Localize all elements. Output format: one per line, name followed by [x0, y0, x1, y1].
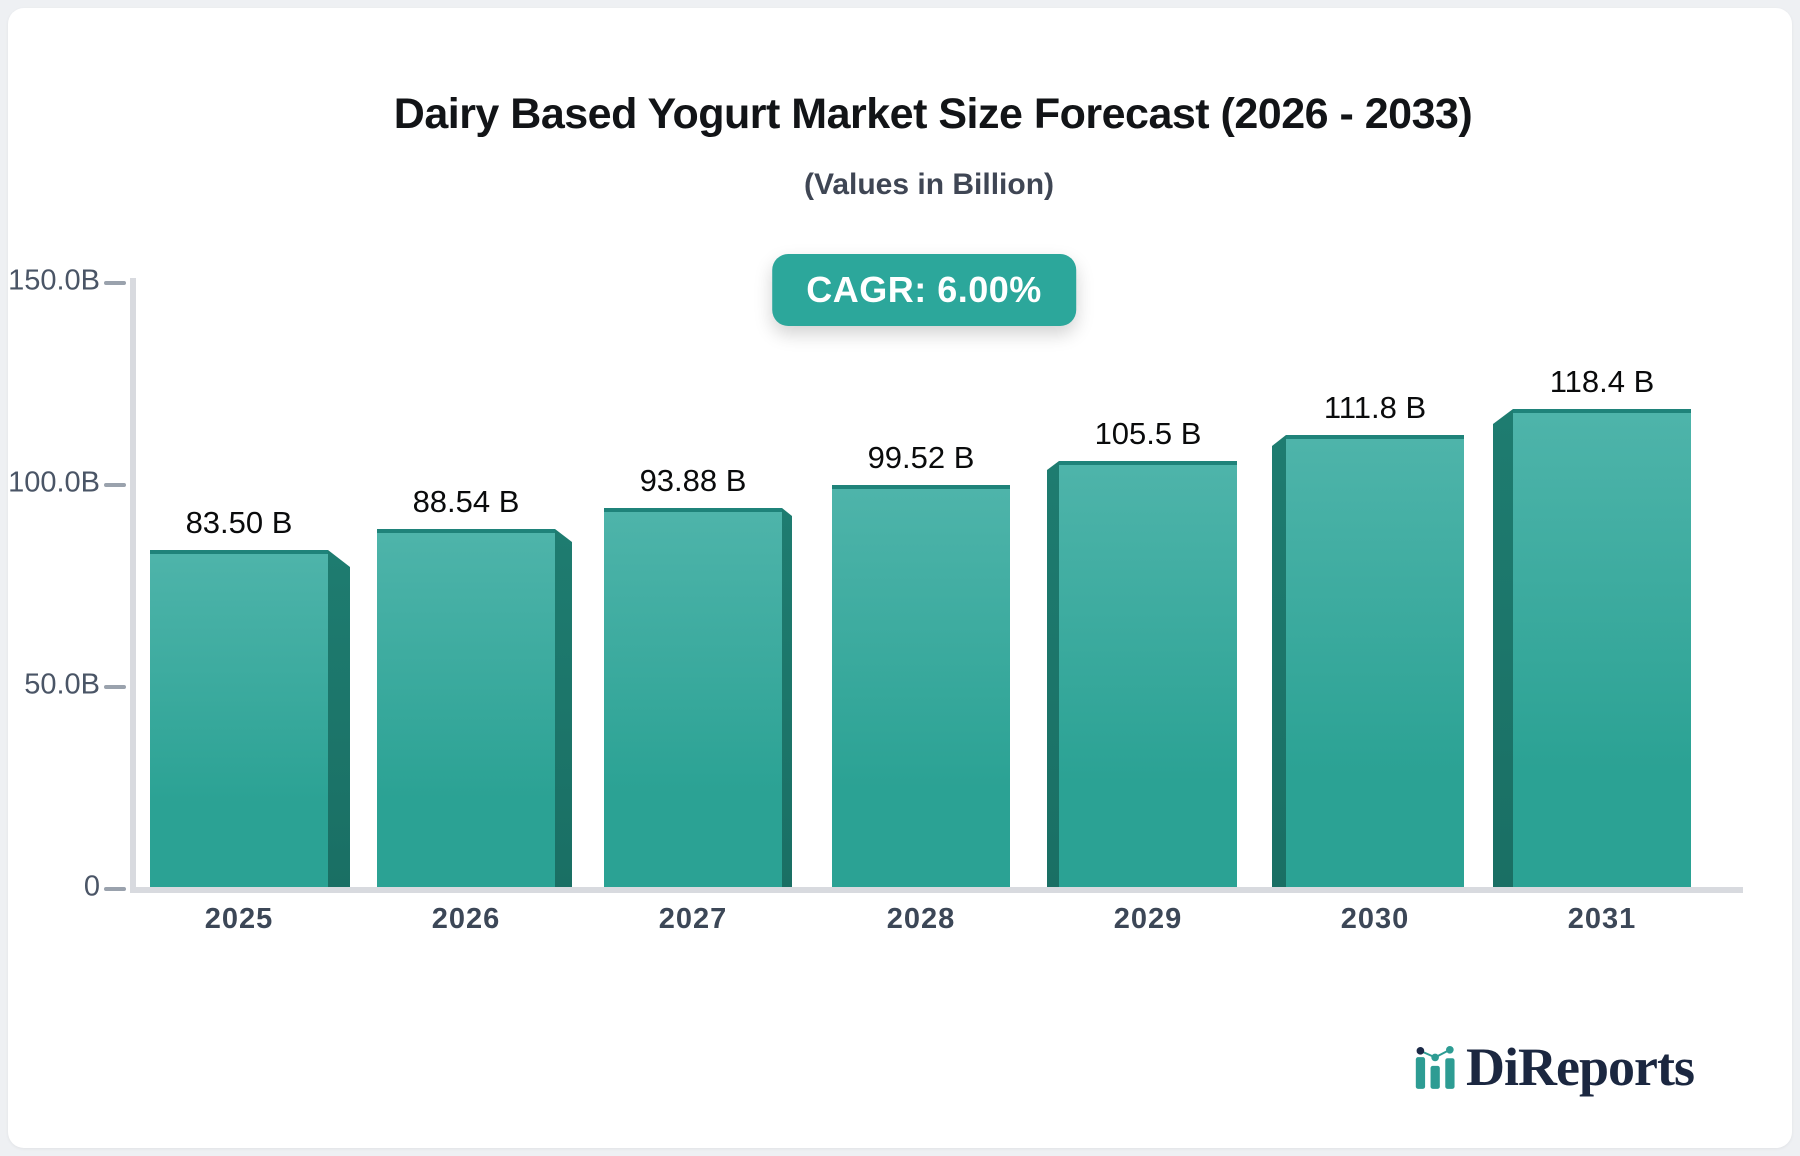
x-axis-label: 2029: [1113, 903, 1183, 935]
x-axis-baseline: [130, 887, 1743, 893]
x-axis-label: 2028: [886, 903, 956, 935]
x-axis-label: 2027: [658, 903, 728, 935]
x-axis-label: 2026: [431, 903, 501, 935]
y-tick-mark: [104, 281, 126, 285]
bar-2027-side-face: [782, 508, 792, 887]
bar-2030: [1286, 435, 1464, 887]
y-axis-line: [130, 278, 136, 893]
brand-logo: DiReports: [1414, 1037, 1695, 1097]
bar-value-label: 118.4 B: [1549, 364, 1655, 399]
y-tick-label: 100.0B: [8, 466, 100, 499]
bar-2025: [150, 550, 328, 887]
bar-2029-side-face: [1047, 461, 1059, 887]
y-tick-mark: [104, 887, 126, 891]
y-tick-mark: [104, 483, 126, 487]
bar-2029: [1059, 461, 1237, 887]
x-axis-label: 2025: [204, 903, 274, 935]
bar-value-label: 83.50 B: [185, 505, 293, 540]
bar-2027: [604, 508, 782, 887]
y-tick-label: 50.0B: [24, 668, 100, 701]
brand-logo-text: DiReports: [1466, 1037, 1695, 1097]
bar-chart-trend-icon: [1414, 1043, 1458, 1091]
y-tick-mark: [104, 685, 126, 689]
chart-subtitle: (Values in Billion): [803, 168, 1055, 201]
x-axis-label: 2031: [1567, 903, 1637, 935]
bar-value-label: 88.54 B: [412, 484, 520, 519]
bar-2031-side-face: [1493, 409, 1513, 887]
y-tick-label: 150.0B: [8, 264, 100, 297]
bar-value-label: 105.5 B: [1094, 416, 1202, 451]
bar-value-label: 111.8 B: [1323, 390, 1427, 425]
bar-value-label: 99.52 B: [867, 440, 975, 475]
bar-value-label: 93.88 B: [639, 463, 747, 498]
chart-title: Dairy Based Yogurt Market Size Forecast …: [393, 90, 1473, 138]
bar-2026-side-face: [555, 529, 572, 887]
bar-2031: [1513, 409, 1691, 887]
bar-2028: [832, 485, 1010, 887]
x-axis-label: 2030: [1340, 903, 1410, 935]
bar-2025-side-face: [328, 550, 350, 887]
bar-2030-side-face: [1272, 435, 1286, 887]
y-tick-label: 0: [83, 870, 100, 903]
bar-2026: [377, 529, 555, 887]
cagr-badge: CAGR: 6.00%: [772, 254, 1076, 326]
